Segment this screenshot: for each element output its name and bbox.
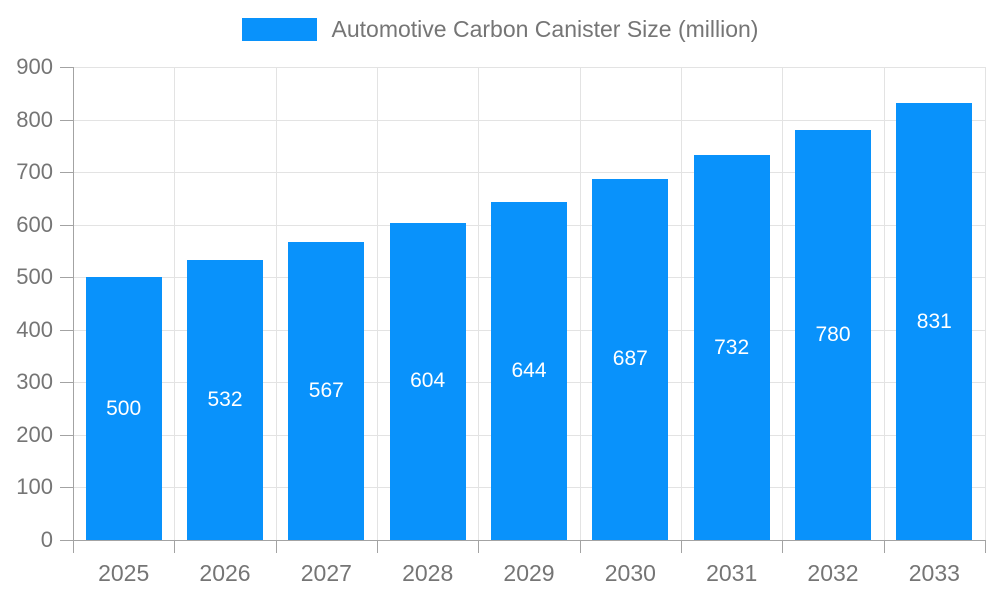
bar[interactable]: 532 xyxy=(187,260,263,540)
bar-value-label: 567 xyxy=(308,378,344,402)
x-gridline xyxy=(377,67,378,540)
bar[interactable]: 604 xyxy=(389,222,466,540)
x-gridline xyxy=(579,67,581,540)
x-gridline xyxy=(883,67,885,540)
y-axis-tick xyxy=(60,67,73,68)
bar[interactable]: 644 xyxy=(491,201,567,540)
y-axis-tick xyxy=(60,172,73,174)
x-axis-tick xyxy=(782,540,784,553)
bar[interactable]: 831 xyxy=(896,103,973,540)
y-axis-tick xyxy=(60,382,73,384)
y-tick-label: 200 xyxy=(16,421,53,447)
bar[interactable]: 687 xyxy=(592,178,669,540)
bar[interactable]: 500 xyxy=(85,277,162,540)
x-gridline xyxy=(478,67,480,540)
y-axis-tick xyxy=(60,119,73,121)
y-tick-label: 700 xyxy=(16,159,53,185)
legend-swatch-icon xyxy=(241,18,317,41)
bar[interactable]: 732 xyxy=(693,155,770,540)
x-tick-label: 2030 xyxy=(604,560,656,586)
y-tick-label: 400 xyxy=(16,316,53,342)
x-axis-tick xyxy=(174,540,176,553)
y-gridline xyxy=(73,172,985,174)
y-tick-label: 500 xyxy=(16,264,53,290)
y-tick-label: 100 xyxy=(16,474,53,500)
x-axis-tick xyxy=(275,540,277,553)
y-gridline xyxy=(73,67,985,68)
y-axis-line xyxy=(73,67,74,553)
x-gridline xyxy=(985,67,986,540)
bar-value-label: 732 xyxy=(714,335,750,359)
y-axis-tick xyxy=(60,224,73,226)
legend-label: Automotive Carbon Canister Size (million… xyxy=(331,16,759,42)
bar-value-label: 532 xyxy=(207,388,243,412)
x-tick-label: 2031 xyxy=(706,560,758,586)
bar-value-label: 831 xyxy=(916,309,952,333)
x-axis-tick xyxy=(883,540,885,553)
chart-legend[interactable]: Automotive Carbon Canister Size (million… xyxy=(0,16,1000,43)
x-axis-tick xyxy=(579,540,581,553)
y-tick-label: 800 xyxy=(16,106,53,132)
x-tick-label: 2029 xyxy=(503,560,555,586)
x-axis-tick xyxy=(681,540,682,553)
x-tick-label: 2025 xyxy=(98,560,150,586)
y-tick-label: 600 xyxy=(16,211,53,237)
x-gridline xyxy=(275,67,277,540)
bar-value-label: 500 xyxy=(106,396,142,420)
x-tick-label: 2032 xyxy=(807,560,859,586)
x-tick-label: 2027 xyxy=(300,560,352,586)
y-axis-tick xyxy=(60,487,73,489)
y-gridline xyxy=(73,119,985,121)
x-tick-label: 2028 xyxy=(402,560,454,586)
x-gridline xyxy=(681,67,682,540)
bar-value-label: 604 xyxy=(410,369,446,393)
bar-value-label: 644 xyxy=(511,358,547,382)
y-tick-label: 900 xyxy=(16,54,53,79)
y-axis-tick xyxy=(60,329,73,331)
x-gridline xyxy=(174,67,176,540)
x-axis-tick xyxy=(985,540,986,553)
x-tick-label: 2033 xyxy=(908,560,960,586)
x-gridline xyxy=(782,67,784,540)
bar-value-label: 687 xyxy=(612,347,648,371)
y-axis-tick xyxy=(60,434,73,436)
x-axis-tick xyxy=(377,540,378,553)
x-axis-tick xyxy=(478,540,480,553)
x-tick-label: 2026 xyxy=(199,560,251,586)
y-axis-tick xyxy=(60,277,73,279)
bar[interactable]: 780 xyxy=(795,130,871,540)
bar-value-label: 780 xyxy=(815,323,851,347)
x-axis-line xyxy=(60,540,985,541)
y-tick-label: 0 xyxy=(40,527,53,552)
y-tick-label: 300 xyxy=(16,369,53,395)
bar[interactable]: 567 xyxy=(288,242,365,540)
